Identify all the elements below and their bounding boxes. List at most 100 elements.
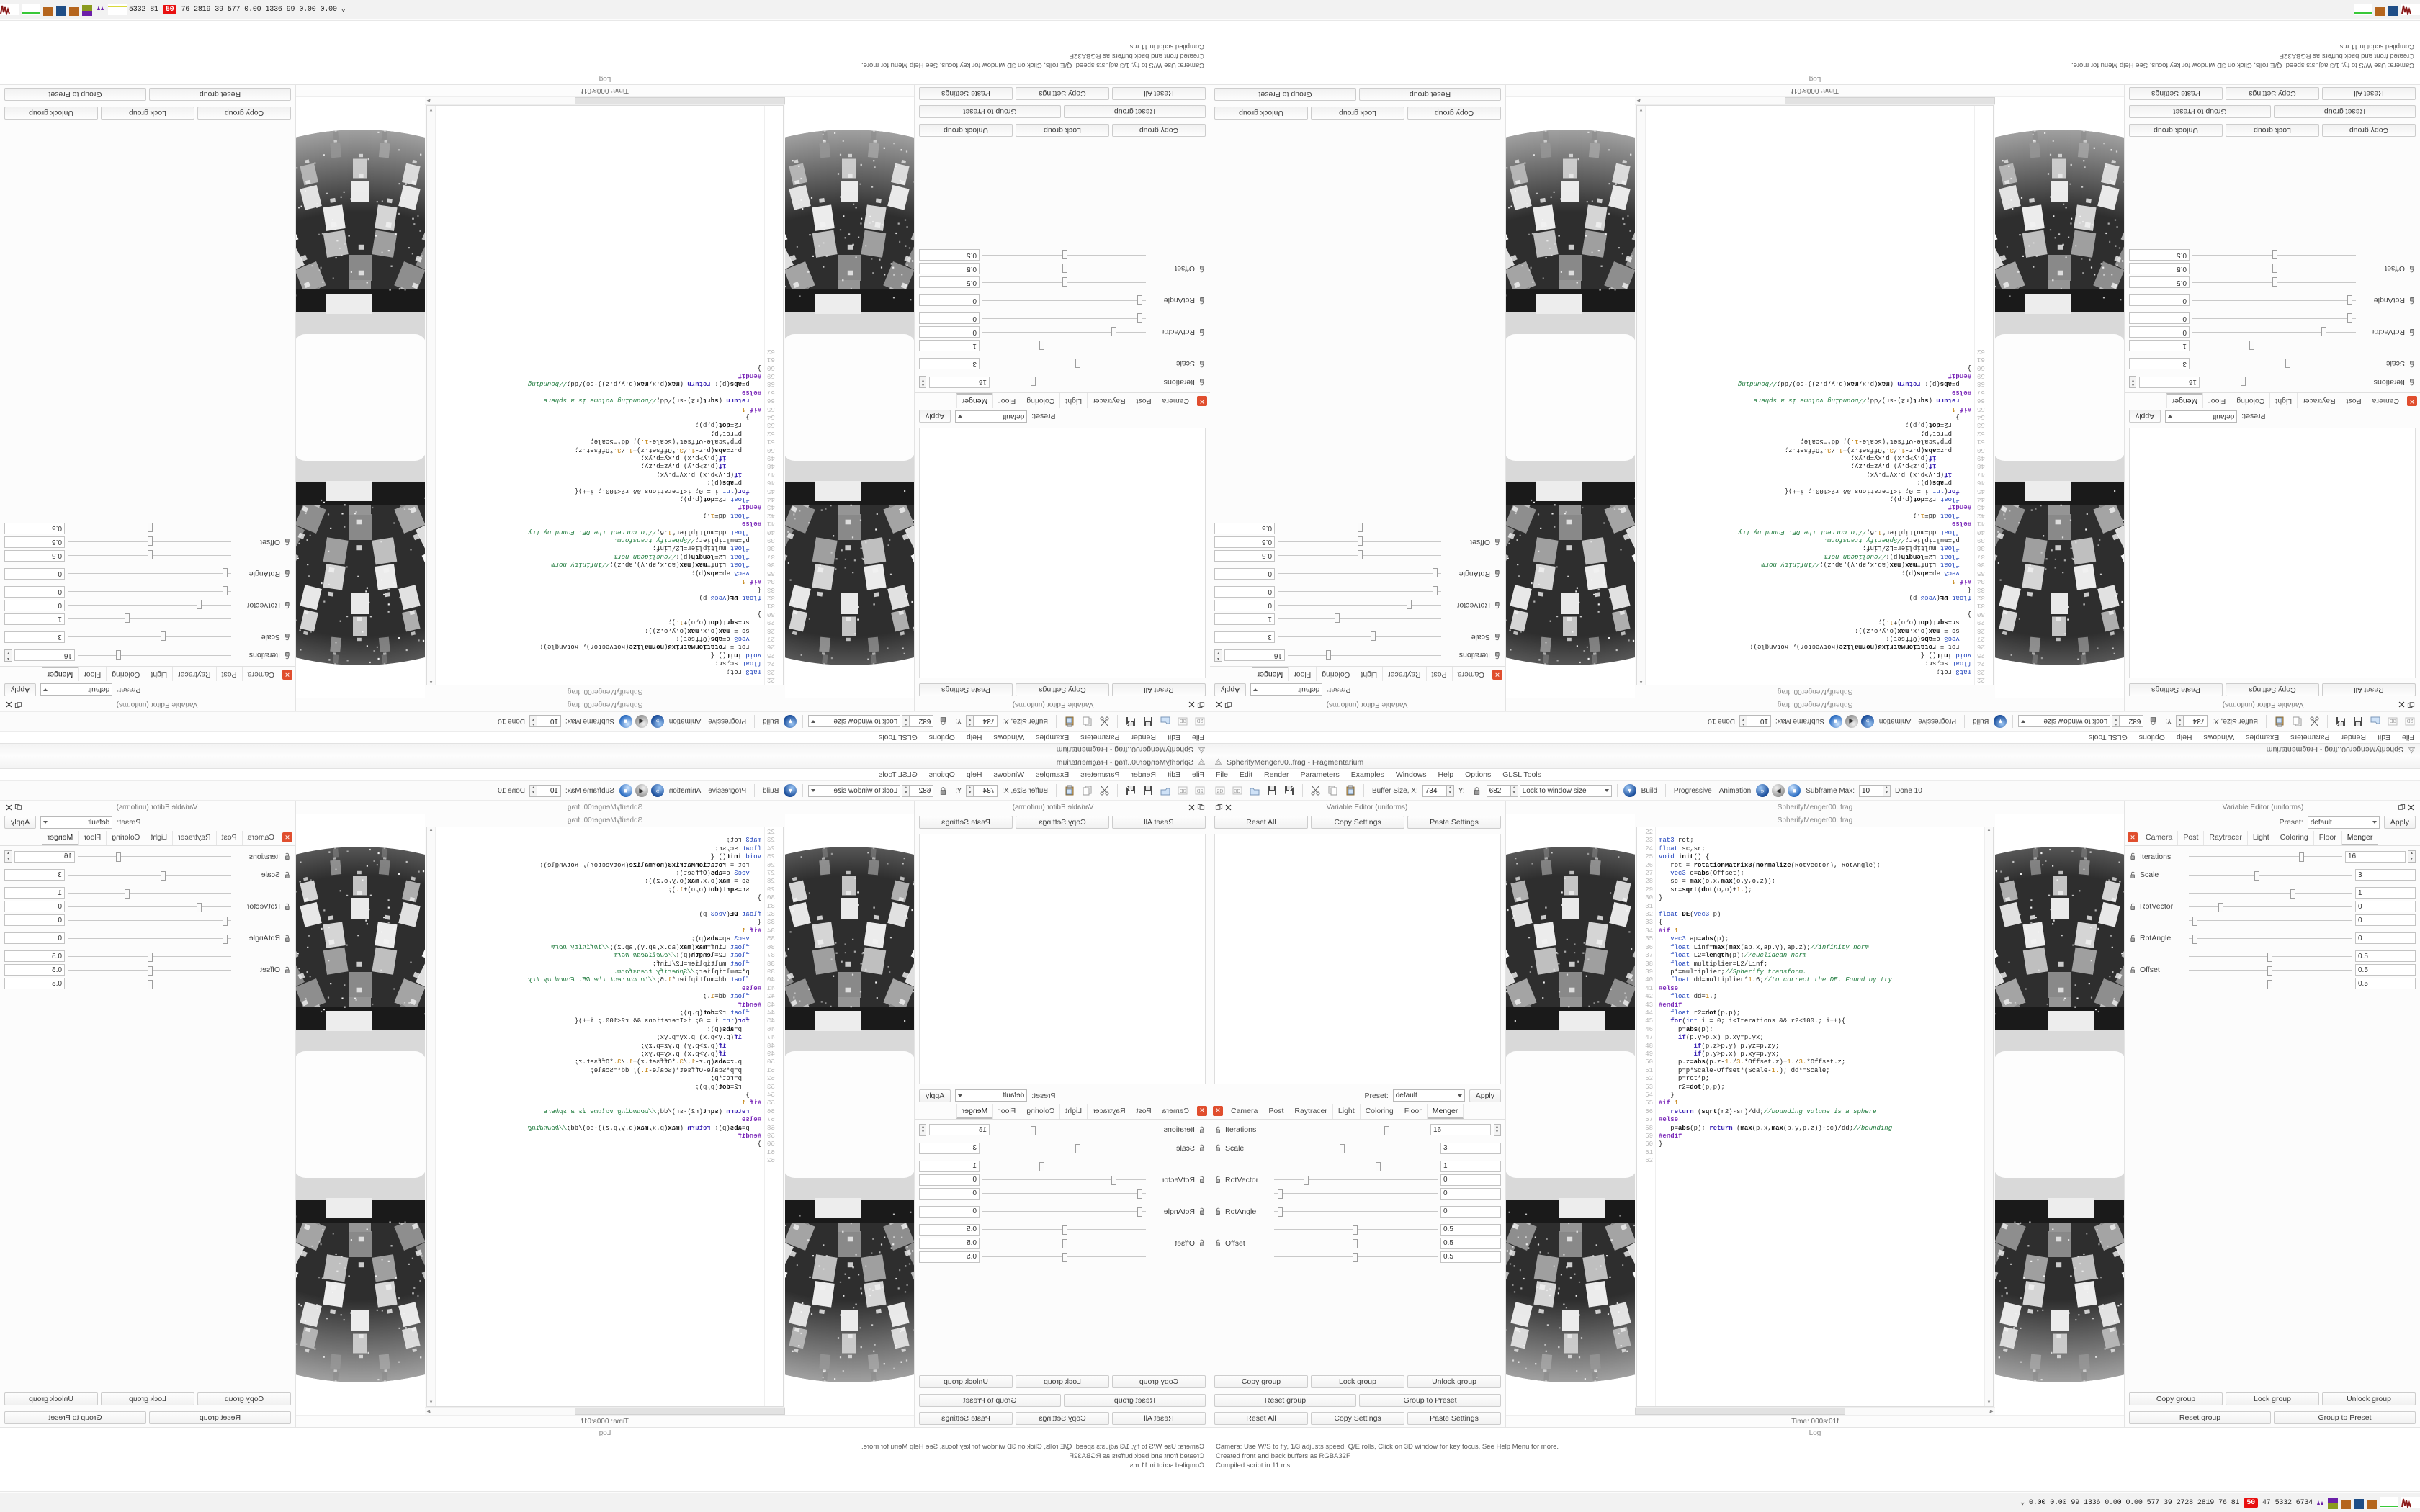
- tab-raytracer[interactable]: Raytracer: [1289, 1104, 1333, 1119]
- param-row-rotvector[interactable]: RotVector 1 0 0: [919, 1161, 1206, 1200]
- paste-button[interactable]: [1343, 783, 1358, 798]
- param-slider-offset-2[interactable]: [2189, 979, 2352, 989]
- animation-label[interactable]: Animation: [666, 787, 704, 795]
- tab-light[interactable]: Light: [2269, 394, 2297, 408]
- menubar[interactable]: File Edit Render Parameters Examples Windows H…: [1210, 769, 2420, 781]
- tab-raytracer[interactable]: Raytracer: [1087, 1104, 1131, 1119]
- unlocked-icon[interactable]: [2129, 852, 2137, 861]
- param-value-offset-2[interactable]: 0.5: [2129, 250, 2190, 261]
- fractal-canvas-right[interactable]: [1506, 110, 1635, 686]
- preset-row-left[interactable]: Preset: default Apply: [1210, 1087, 1505, 1104]
- sysmon-b-caret[interactable]: ⌄: [2020, 1498, 2025, 1507]
- menu-item-help[interactable]: Help: [1438, 770, 1453, 779]
- param-value-offset-0[interactable]: 0.5: [919, 1224, 980, 1236]
- left-dock-content-area[interactable]: [919, 428, 1206, 679]
- param-row-offset[interactable]: Offset 0.5 0.5 0.5: [4, 950, 291, 989]
- paste-button[interactable]: [2272, 714, 2287, 729]
- os-taskbar-bottom[interactable]: ⌄ 0.00 0.00 99 1336 0.00 0.00 577 39 272…: [0, 1493, 2420, 1512]
- close-icon[interactable]: [2397, 701, 2406, 710]
- param-value-offset-2[interactable]: 0.5: [919, 1251, 980, 1263]
- lock-icon[interactable]: [935, 783, 951, 798]
- param-component-row[interactable]: 0.5: [4, 964, 231, 976]
- build-button[interactable]: ▼: [1623, 783, 1637, 798]
- param-slider-rotvector-0[interactable]: [68, 888, 231, 898]
- tab-post[interactable]: Post: [1131, 1104, 1157, 1119]
- editor-code-text[interactable]: mat3 rot; float sc,sr; void init() { rot…: [1646, 106, 1974, 685]
- unlocked-icon[interactable]: [1198, 296, 1206, 305]
- unlocked-icon[interactable]: [1214, 1125, 1222, 1135]
- editor-tab-label[interactable]: SpherifyMenger00..frag: [425, 685, 785, 698]
- tab-menger[interactable]: Menger: [1428, 1104, 1464, 1119]
- paste-settings-button[interactable]: Paste Settings: [2129, 683, 2223, 696]
- param-component-row[interactable]: 0.5: [2189, 964, 2416, 976]
- unlocked-icon[interactable]: [2408, 296, 2416, 305]
- unlocked-icon[interactable]: [2408, 328, 2416, 337]
- lock-group-button[interactable]: Lock group: [101, 107, 194, 120]
- preset-combo[interactable]: default: [40, 816, 112, 829]
- tab-light[interactable]: Light: [1355, 667, 1382, 681]
- param-component-row[interactable]: 0: [2189, 901, 2416, 912]
- group-to-preset-button[interactable]: Group to Preset: [919, 105, 1061, 118]
- parameter-group-tabs-left[interactable]: ✕ Camera Post Raytracer Light Coloring Floor Me…: [915, 393, 1210, 408]
- param-value-iterations[interactable]: 16: [14, 851, 75, 863]
- menu-item-options[interactable]: Options: [2139, 733, 2165, 742]
- tab-coloring[interactable]: Coloring: [1021, 394, 1059, 408]
- buffer-x-input[interactable]: 734: [2183, 716, 2208, 728]
- param-value-rotvector-2[interactable]: 0: [4, 586, 65, 598]
- param-component-row[interactable]: 0.5: [4, 950, 231, 962]
- param-row-iterations[interactable]: Iterations 16 ▲ ▼: [1214, 649, 1501, 662]
- param-slider-rotvector-2[interactable]: [68, 588, 231, 597]
- subframe-max-input[interactable]: 10: [1859, 785, 1883, 797]
- param-slider-iterations[interactable]: [992, 378, 1146, 387]
- tab-post[interactable]: Post: [1426, 667, 1452, 681]
- reset-all-button-bottom[interactable]: Reset All: [1214, 1412, 1308, 1425]
- unlock-group-button[interactable]: Unlock group: [919, 1375, 1013, 1388]
- buffer-x-input[interactable]: 734: [1422, 785, 1447, 797]
- close-tab-icon[interactable]: ✕: [2128, 832, 2138, 842]
- apply-button[interactable]: Apply: [4, 683, 36, 696]
- reset-group-button[interactable]: Reset group: [149, 1411, 291, 1424]
- param-slider-scale[interactable]: [2192, 359, 2356, 369]
- unlock-group-button[interactable]: Unlock group: [1214, 107, 1308, 120]
- param-component-row[interactable]: 0: [4, 600, 231, 611]
- unlocked-icon[interactable]: [283, 601, 291, 611]
- group-buttons-row1-left[interactable]: Copy group Lock group Unlock group: [915, 1372, 1210, 1391]
- param-value-iterations[interactable]: 16: [929, 377, 990, 388]
- close-tab-icon[interactable]: ✕: [1213, 1106, 1223, 1116]
- scroll-down-arrow-icon[interactable]: ▼: [427, 106, 435, 112]
- param-value-offset-1[interactable]: 0.5: [919, 264, 980, 275]
- param-spinner-iterations[interactable]: ▲ ▼: [4, 649, 12, 662]
- unlocked-icon[interactable]: [1493, 651, 1501, 660]
- param-slider-scale[interactable]: [982, 1143, 1146, 1153]
- param-spinner-iterations[interactable]: ▲ ▼: [1494, 1124, 1501, 1136]
- param-value-rotvector-1[interactable]: 0: [919, 1174, 980, 1186]
- close-tab-icon[interactable]: ✕: [282, 670, 292, 680]
- animation-label[interactable]: Animation: [666, 718, 704, 726]
- preset-row-left[interactable]: Preset: default Apply: [2125, 408, 2420, 426]
- preset-combo[interactable]: default: [1250, 684, 1322, 696]
- param-slider-rotangle[interactable]: [2189, 934, 2352, 943]
- preset-row-left[interactable]: Preset: default Apply: [915, 408, 1210, 426]
- progressive-label[interactable]: Progressive: [1671, 787, 1715, 795]
- copy-button[interactable]: [1079, 783, 1095, 798]
- preset-combo[interactable]: default: [955, 1089, 1027, 1102]
- param-row-offset[interactable]: Offset 0.5 0.5 0.5: [1214, 523, 1501, 562]
- tab-floor[interactable]: Floor: [78, 667, 106, 681]
- param-row-offset[interactable]: Offset 0.5 0.5 0.5: [2129, 950, 2416, 989]
- menubar[interactable]: File Edit Render Parameters Examples Windows H…: [1210, 731, 2420, 743]
- param-component-row[interactable]: 0.5: [919, 1251, 1146, 1263]
- tab-floor[interactable]: Floor: [78, 831, 106, 845]
- menu-item-parameters[interactable]: Parameters: [2290, 733, 2329, 742]
- unlocked-icon[interactable]: [1198, 1238, 1206, 1248]
- undock-icon[interactable]: [14, 701, 23, 710]
- param-value-rotvector-0[interactable]: 1: [919, 341, 980, 352]
- param-row-rotangle[interactable]: RotAngle 0: [919, 295, 1206, 307]
- preset-combo[interactable]: default: [2165, 410, 2237, 423]
- param-row-iterations[interactable]: Iterations 16 ▲ ▼: [919, 377, 1206, 389]
- open-folder-button[interactable]: [1157, 714, 1173, 729]
- scroll-down-arrow-icon[interactable]: ▼: [427, 1400, 435, 1406]
- buffer-x-stepper[interactable]: 734 ▲ ▼: [1422, 785, 1454, 797]
- tab-floor[interactable]: Floor: [2202, 394, 2231, 408]
- param-spinner-iterations[interactable]: ▲ ▼: [919, 377, 926, 389]
- subframe-max-stepper[interactable]: 10 ▲ ▼: [529, 785, 561, 797]
